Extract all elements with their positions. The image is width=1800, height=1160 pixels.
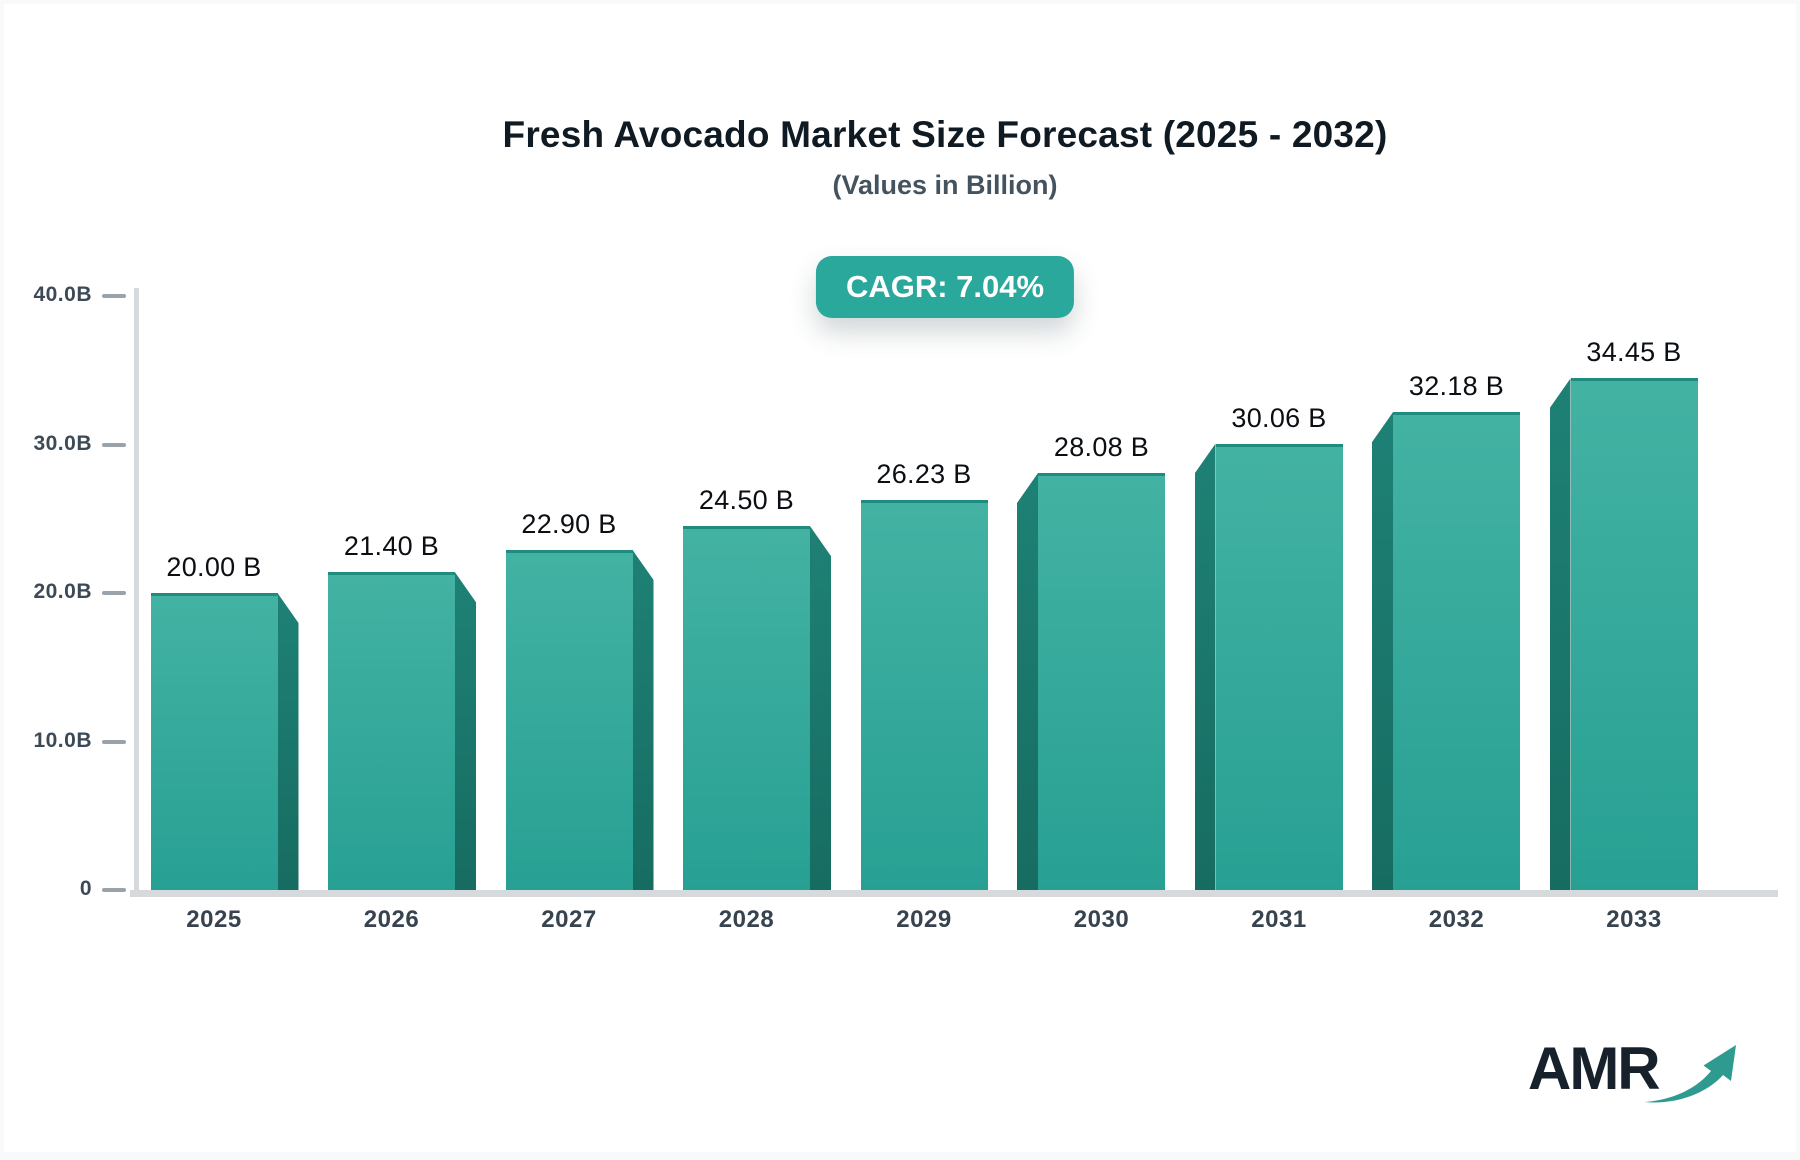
y-tick-mark	[102, 294, 126, 298]
bar-2025	[150, 593, 278, 890]
bar-value-label: 21.40 B	[343, 531, 440, 562]
x-axis-year-label: 2026	[363, 906, 420, 933]
bar-chart-plot-area: 0 10.0B 20.0B 30.0B 40.0B 20.00 B 2025 21.40 B 2…	[4, 4, 1796, 1152]
bar-value-label: 30.06 B	[1231, 402, 1327, 433]
bar-2027	[505, 549, 633, 890]
y-tick-mark	[102, 888, 126, 892]
y-tick-label: 20.0B	[33, 580, 92, 603]
bar-2028	[683, 526, 810, 890]
bar-2026	[328, 572, 455, 890]
y-tick-label: 30.0B	[33, 431, 92, 455]
x-axis-year-label: 2032	[1428, 906, 1485, 933]
bar-side-facet	[1194, 443, 1216, 890]
x-axis-line	[130, 890, 1778, 897]
x-axis-year-label: 2031	[1251, 906, 1307, 933]
bar-side-facet	[1372, 412, 1393, 890]
y-tick-mark	[102, 442, 126, 447]
y-tick-mark	[102, 591, 126, 595]
bar-2032	[1393, 412, 1520, 890]
y-tick-mark	[102, 739, 126, 744]
bar-value-label: 26.23 B	[876, 459, 972, 490]
growth-arrow-icon	[1644, 1045, 1736, 1103]
cagr-badge: CAGR: 7.04%	[815, 256, 1075, 318]
y-tick-label: 40.0B	[33, 283, 92, 306]
amr-logo-text: AMR	[1528, 1035, 1661, 1102]
x-axis-year-label: 2027	[541, 906, 597, 933]
infographic-canvas: Fresh Avocado Market Size Forecast (2025…	[4, 4, 1796, 1152]
bar-value-label: 28.08 B	[1053, 432, 1150, 462]
bar-2030	[1038, 473, 1165, 890]
bar-side-facet	[455, 572, 476, 890]
bar-2029	[860, 500, 988, 890]
bar-side-facet	[1017, 473, 1038, 890]
y-tick-label: 0	[79, 877, 92, 900]
x-axis-year-label: 2029	[896, 906, 952, 933]
x-axis-year-label: 2033	[1606, 906, 1662, 933]
bar-value-label: 20.00 B	[166, 552, 262, 582]
bar-2031	[1215, 443, 1343, 890]
bar-side-facet	[277, 593, 299, 890]
y-axis-line	[134, 288, 139, 896]
x-axis-year-label: 2028	[718, 906, 775, 933]
bar-side-facet	[632, 549, 654, 890]
bar-2033	[1570, 378, 1698, 890]
chart-subtitle: (Values in Billion)	[832, 170, 1058, 200]
x-axis-year-label: 2025	[186, 906, 242, 933]
bar-value-label: 34.45 B	[1586, 337, 1682, 368]
bar-value-label: 24.50 B	[698, 485, 795, 516]
amr-logo: AMR	[1528, 1032, 1736, 1122]
chart-title: Fresh Avocado Market Size Forecast (2025…	[502, 114, 1388, 155]
bar-value-label: 22.90 B	[521, 508, 617, 539]
bar-side-facet	[810, 526, 831, 890]
bar-value-label: 32.18 B	[1408, 371, 1505, 402]
bar-side-facet	[1549, 378, 1571, 890]
y-tick-label: 10.0B	[33, 728, 92, 752]
x-axis-year-label: 2030	[1073, 906, 1130, 933]
